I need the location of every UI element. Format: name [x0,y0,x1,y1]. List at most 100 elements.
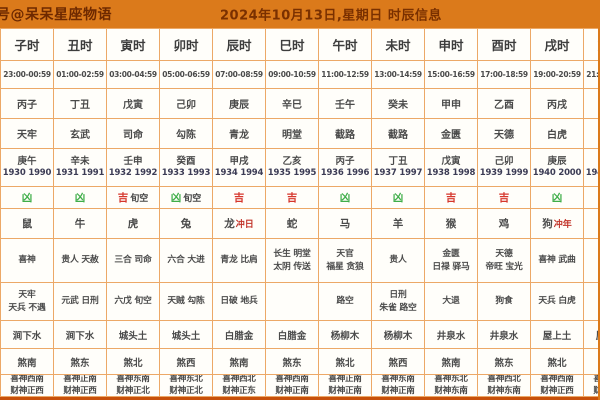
good-gods-cell: 天德 帝旺 宝光 [478,239,530,282]
hour-time-cell: 01:00-02:59 [54,61,106,88]
hour-ganzhi-cell: 庚辰 [213,89,265,118]
zodiac-cell: 狗冲年 [531,209,583,238]
year-ganzhi: 戊寅 [441,156,461,168]
good-gods-cell: 贵人 天赦 [54,239,106,282]
hour-name-cell: 戌时 [531,29,583,60]
luck-cell: 吉 [213,187,265,208]
nayin-cell: 白腊金 [213,321,265,348]
hour-time-cell: 17:00-18:59 [478,61,530,88]
hour-star-cell: 明堂 [266,119,318,148]
sha-direction-cell: 煞东 [266,349,318,374]
zodiac-cell: 虎 [107,209,159,238]
bad-gods-cell [584,283,598,320]
hour-time-cell: 05:00-06:59 [160,61,212,88]
bad-gods-cell: 元武 日刑 [54,283,106,320]
zodiac-animal: 狗 [542,218,553,230]
luck-cell: 吉旬空 [107,187,159,208]
zodiac-animal: 羊 [392,218,404,230]
zodiac-years-cell: 癸酉 1933 1993 [160,149,212,186]
sha-direction-cell: 煞北 [319,349,371,374]
hour-name-cell: 酉时 [478,29,530,60]
luck-mark: 吉 [286,192,298,204]
hour-ganzhi-cell: 乙酉 [478,89,530,118]
hour-time-cell: 21:00-22:59 [584,61,598,88]
nayin-cell: 杨柳木 [319,321,371,348]
year-ganzhi: 癸酉 [176,156,196,168]
hour-star-cell: 玄武 [54,119,106,148]
zodiac-years-cell: 庚辰 1940 2000 [531,149,583,186]
year-numbers: 1936 1996 [320,168,370,179]
luck-cell: 凶旬空 [160,187,212,208]
year-ganzhi: 辛未 [70,156,90,168]
zodiac-animal: 猴 [445,218,457,230]
hour-ganzhi-cell: 辛巳 [266,89,318,118]
zodiac-years-cell: 辛未 1931 1991 [54,149,106,186]
hour-ganzhi-cell: 己卯 [160,89,212,118]
zodiac-animal: 兔 [180,218,192,230]
bad-gods-cell: 天贼 勾陈 [160,283,212,320]
hour-name-cell: 巳时 [266,29,318,60]
zodiac-animal: 牛 [74,218,86,230]
luck-extra: 旬空 [183,194,202,204]
hour-star-cell: 白虎 [531,119,583,148]
sha-direction-cell: 煞西 [584,349,598,374]
sha-direction-cell: 煞东 [478,349,530,374]
hour-ganzhi-cell: 丁亥 [584,89,598,118]
zodiac-clash-note: 冲年 [553,220,572,230]
hour-star-cell: 玉堂 [584,119,598,148]
page-title: 2024年10月13日,星期日 时辰信息 [220,8,442,24]
hour-time-cell: 07:00-08:59 [213,61,265,88]
year-ganzhi: 甲戌 [229,156,249,168]
nayin-cell: 杨柳木 [372,321,424,348]
zodiac-cell: 兔 [160,209,212,238]
zodiac-animal: 鸡 [498,218,510,230]
hour-ganzhi-cell: 戊寅 [107,89,159,118]
zodiac-years-cell: 壬申 1932 1992 [107,149,159,186]
zodiac-cell: 猴 [425,209,477,238]
luck-cell: 吉 [425,187,477,208]
gods-direction-cell: 喜神东南 财神正南 [372,375,424,396]
good-gods-cell: 青龙 比肩 [213,239,265,282]
bad-gods-cell: 天牢 天兵 不遇 [1,283,53,320]
gods-direction-cell: 喜神正南财神正南 [319,375,371,396]
luck-mark: 吉 [233,192,245,204]
zodiac-animal: 马 [339,218,351,230]
gods-direction-cell: 喜神东南 财神正北 [107,375,159,396]
bad-gods-cell: 路空 [319,283,371,320]
year-numbers: 1935 1995 [267,168,317,179]
gods-direction-cell: 喜神西南 财神正南 [266,375,318,396]
sha-direction-cell: 煞西 [372,349,424,374]
good-gods-cell: 三合 司命 [107,239,159,282]
zodiac-years-cell: 己卯 1939 1999 [478,149,530,186]
zodiac-years-cell: 丁丑 1937 1997 [372,149,424,186]
zodiac-cell: 马 [319,209,371,238]
bad-gods-cell [266,283,318,320]
bad-gods-cell: 六戊 旬空 [107,283,159,320]
gods-direction-cell: 喜神西南 财神正西 [531,375,583,396]
luck-mark: 凶 [170,192,182,204]
luck-mark: 凶 [21,192,33,204]
hour-name-cell: 亥时 [584,29,598,60]
luck-cell: 凶 [531,187,583,208]
luck-cell: 凶 [319,187,371,208]
nayin-cell: 井泉水 [425,321,477,348]
zodiac-years-cell: 戊寅 1938 1998 [425,149,477,186]
bad-gods-cell: 天兵 白虎 [531,283,583,320]
hour-name-cell: 寅时 [107,29,159,60]
nayin-cell: 井泉水 [478,321,530,348]
hour-star-cell: 截路 [319,119,371,148]
luck-cell: 凶 [372,187,424,208]
nayin-cell: 涧下水 [54,321,106,348]
nayin-cell: 白腊金 [266,321,318,348]
hour-time-cell: 13:00-14:59 [372,61,424,88]
luck-mark: 吉 [117,192,129,204]
year-ganzhi: 乙亥 [282,156,302,168]
luck-mark: 吉 [445,192,457,204]
hour-ganzhi-cell: 丙戌 [531,89,583,118]
hour-ganzhi-cell: 癸未 [372,89,424,118]
sha-direction-cell: 煞西 [160,349,212,374]
good-gods-cell: 金匮 日禄 驿马 [425,239,477,282]
sha-direction-cell: 煞南 [425,349,477,374]
